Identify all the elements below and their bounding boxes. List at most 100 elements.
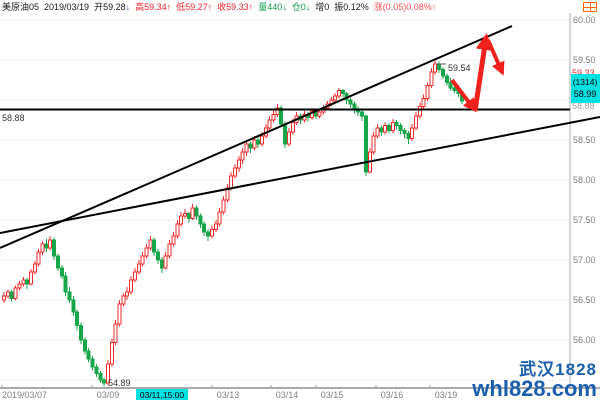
candle-body <box>240 151 245 161</box>
candle-body <box>252 139 257 149</box>
candle-body <box>79 325 83 341</box>
x-tick-label: 03/19 <box>435 390 458 400</box>
candle-body <box>63 275 68 293</box>
support-line-price-label: 58.88 <box>2 113 25 123</box>
candle-body <box>214 223 218 230</box>
y-tick-label: 57.00 <box>573 255 596 265</box>
trendline <box>0 25 513 249</box>
candle-body <box>337 90 341 97</box>
volume-value: 量440↓ <box>258 2 287 12</box>
candle-body <box>418 106 422 117</box>
candle-body <box>44 243 49 249</box>
candle-body <box>29 271 33 285</box>
candle-body <box>167 243 172 257</box>
y-tick-label: 58.50 <box>573 135 596 145</box>
candle-body <box>140 255 145 265</box>
y-tick-label: 58.00 <box>573 175 596 185</box>
candle-body <box>33 263 37 273</box>
candle-body <box>187 213 191 219</box>
change-percent-value: 涨(0.05)0.08%↑ <box>373 2 437 12</box>
candle-body <box>113 323 118 343</box>
candle-body <box>25 279 29 285</box>
candle-body <box>90 358 95 368</box>
forecast-arrows[interactable] <box>450 32 505 113</box>
window-layout-icon[interactable] <box>583 2 597 12</box>
amplitude-value: 振0.12% <box>334 2 369 12</box>
candle-body <box>433 63 437 73</box>
candle-body <box>441 69 445 77</box>
candle-body <box>144 247 149 257</box>
trendlines[interactable] <box>0 25 600 249</box>
candle-body <box>48 239 52 249</box>
candle-body <box>52 239 56 257</box>
candle-body <box>360 111 364 117</box>
y-tick-label: 57.50 <box>573 215 596 225</box>
candle-body <box>152 239 156 253</box>
x-tick-label: 03/14 <box>276 390 299 400</box>
trade-date: 2019/03/19 <box>44 2 90 12</box>
candle-body <box>137 263 141 273</box>
candle-body <box>448 82 453 89</box>
candle-body <box>194 207 199 217</box>
symbol-name: 美原油05 <box>2 2 40 12</box>
candle-body <box>206 231 210 237</box>
candle-body <box>202 223 206 233</box>
candle-body <box>217 211 222 225</box>
candle-body <box>364 115 368 173</box>
candle-body <box>248 143 253 149</box>
candle-body <box>9 291 14 299</box>
forecast-arrow <box>472 32 493 112</box>
candle-body <box>163 255 168 269</box>
candle-body <box>198 215 203 225</box>
x-axis-labels: 2019/03/07 03/09 03/11,15:00 03/13 03/14 03/1… <box>1 385 458 400</box>
candle-body <box>179 215 183 225</box>
y-tick-label: 56.50 <box>573 295 596 305</box>
candle-body <box>67 291 72 301</box>
y-axis-labels: 60.00 59.50 58.50 58.00 57.50 57.00 56.50 56.00 <box>573 15 596 345</box>
candle-body <box>341 90 345 94</box>
candle-body <box>237 159 241 169</box>
candle-body <box>160 259 164 269</box>
candle-body <box>445 75 449 83</box>
settle-price-label: 59.33 <box>572 68 595 78</box>
candle-body <box>21 279 26 285</box>
candle-body <box>13 287 18 299</box>
candle-body <box>383 125 387 133</box>
candle-body <box>106 363 110 384</box>
candle-body <box>291 122 295 133</box>
candle-body <box>421 98 426 107</box>
candle-body <box>221 199 226 213</box>
last-price-marker: 59.33 58.88 (1314) 58.99 <box>571 68 600 111</box>
candle-body <box>40 243 45 253</box>
candle-body <box>171 235 176 245</box>
open-interest-value: 仓0↓ <box>291 2 311 12</box>
x-tick-label: 03/13 <box>217 390 240 400</box>
time-marker-box <box>136 389 188 400</box>
candle-body <box>394 122 399 126</box>
candle-body <box>279 107 283 125</box>
candle-body <box>287 131 291 145</box>
candle-body <box>271 114 276 121</box>
candle-body <box>283 123 287 145</box>
candle-body <box>17 283 22 289</box>
candle-body <box>183 213 187 217</box>
candle-body <box>414 115 418 129</box>
gridlines <box>0 19 570 381</box>
forecast-arrow <box>450 78 477 113</box>
candle-body <box>317 111 322 117</box>
candle-body <box>83 339 87 352</box>
countdown-label: (1314) <box>573 77 598 87</box>
candle-body <box>86 350 91 360</box>
x-tick-label: 03/09 <box>97 390 120 400</box>
candle-body <box>429 71 434 86</box>
candle-body <box>6 291 10 297</box>
high-price-label: 59.54 <box>448 63 471 73</box>
close-value: 收59.33↑ <box>217 2 254 12</box>
quote-header: 美原油05 2019/03/19 开59.28↓ 高59.34↑ 低59.27↑… <box>2 1 436 13</box>
candle-body <box>190 207 195 219</box>
candle-body <box>125 291 129 297</box>
covered-price-label: 58.88 <box>572 101 595 111</box>
low-value: 低59.27↑ <box>176 2 213 12</box>
